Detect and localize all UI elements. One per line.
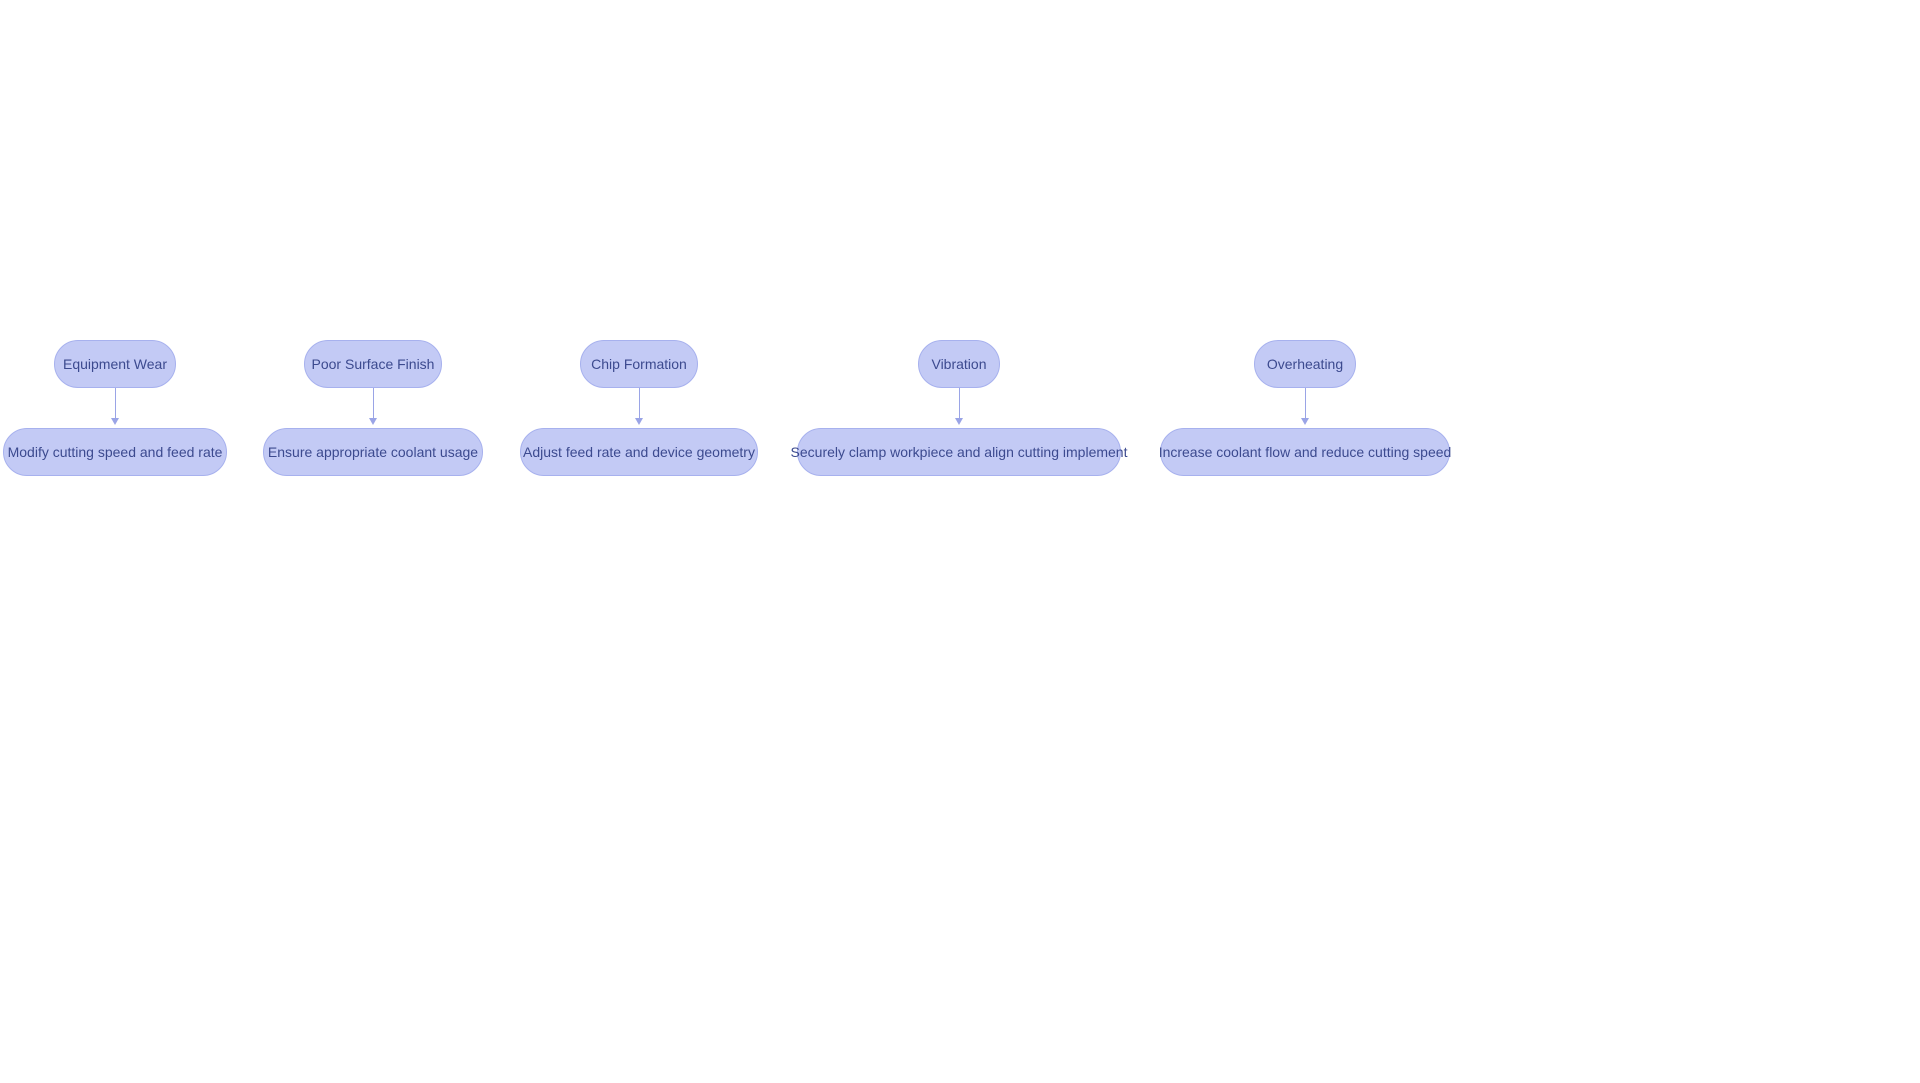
problem-label: Equipment Wear (63, 356, 167, 372)
problem-node: Vibration (918, 340, 1000, 388)
solution-node: Modify cutting speed and feed rate (3, 428, 227, 476)
solution-node: Adjust feed rate and device geometry (520, 428, 758, 476)
problem-label: Overheating (1267, 356, 1343, 372)
problem-label: Chip Formation (591, 356, 687, 372)
problem-node: Overheating (1254, 340, 1356, 388)
solution-label: Modify cutting speed and feed rate (8, 444, 223, 460)
solution-node: Ensure appropriate coolant usage (263, 428, 483, 476)
solution-label: Ensure appropriate coolant usage (268, 444, 478, 460)
problem-node: Equipment Wear (54, 340, 176, 388)
problem-node: Chip Formation (580, 340, 698, 388)
arrow-head-icon (111, 418, 119, 425)
arrow-head-icon (1301, 418, 1309, 425)
solution-label: Increase coolant flow and reduce cutting… (1159, 444, 1452, 460)
problem-node: Poor Surface Finish (304, 340, 442, 388)
arrow-head-icon (635, 418, 643, 425)
arrow-line (1305, 388, 1306, 420)
arrow-line (639, 388, 640, 420)
arrow-head-icon (369, 418, 377, 425)
problem-label: Vibration (931, 356, 986, 372)
arrow-line (115, 388, 116, 420)
solution-node: Increase coolant flow and reduce cutting… (1160, 428, 1450, 476)
arrow-head-icon (955, 418, 963, 425)
arrow-line (959, 388, 960, 420)
solution-node: Securely clamp workpiece and align cutti… (797, 428, 1121, 476)
arrow-line (373, 388, 374, 420)
problem-label: Poor Surface Finish (312, 356, 435, 372)
solution-label: Securely clamp workpiece and align cutti… (791, 444, 1128, 460)
solution-label: Adjust feed rate and device geometry (523, 444, 755, 460)
